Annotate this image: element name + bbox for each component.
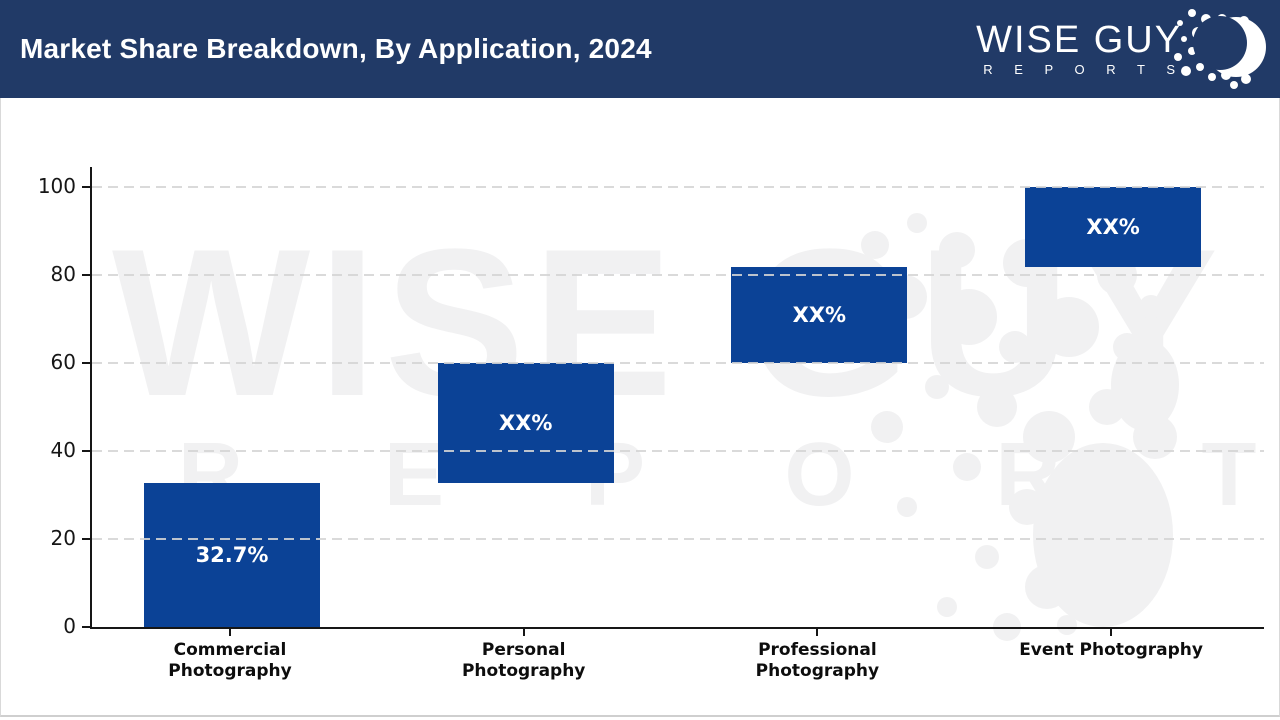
y-axis-tick — [82, 626, 90, 628]
brand-face-icon — [1174, 9, 1266, 89]
y-axis-tick — [82, 450, 90, 452]
x-axis-tick — [229, 627, 231, 636]
x-axis-category-label: Personal Photography — [461, 640, 586, 681]
x-axis-tick — [816, 627, 819, 636]
header-bar: Market Share Breakdown, By Application, … — [0, 0, 1280, 98]
x-axis-category-label: Event Photography — [1019, 640, 1203, 660]
y-axis-tick-label: 100 — [37, 174, 76, 198]
gridline — [92, 450, 1264, 452]
y-axis-tick — [82, 538, 90, 540]
bar-segment: XX% — [437, 363, 614, 484]
bar-segment: XX% — [731, 267, 908, 363]
y-axis-tick-label: 0 — [63, 614, 76, 638]
y-axis-tick-label: 60 — [50, 350, 76, 374]
page-title: Market Share Breakdown, By Application, … — [20, 33, 652, 64]
y-axis-tick — [82, 186, 90, 188]
bar-segment: 32.7% — [144, 483, 320, 627]
brand-logo: WISE GUY R E P O R T S — [974, 5, 1280, 93]
y-axis-tick — [82, 274, 90, 276]
y-axis-tick-label: 20 — [50, 526, 76, 550]
x-axis-tick — [522, 627, 525, 636]
x-axis-category-label: Professional Photography — [755, 640, 880, 681]
bar-value-label: XX% — [792, 303, 847, 328]
bar-value-label: 32.7% — [195, 543, 269, 568]
x-axis-tick — [1110, 627, 1113, 636]
y-axis-tick-label: 80 — [50, 262, 76, 286]
brand-subtitle: R E P O R T S — [983, 62, 1184, 77]
bar-value-label: XX% — [1086, 215, 1140, 240]
y-axis-tick-label: 40 — [50, 438, 76, 462]
y-axis-tick — [82, 362, 90, 364]
gridline — [92, 274, 1264, 276]
brand-name: WISE GUY — [976, 19, 1183, 61]
gridline — [92, 362, 1264, 364]
bar-segment: XX% — [1025, 187, 1202, 268]
x-axis-category-label: Commercial Photography — [168, 640, 292, 681]
plot-area: 32.7% XX% XX% XX% — [90, 167, 1264, 629]
bar-value-label: XX% — [498, 411, 553, 436]
